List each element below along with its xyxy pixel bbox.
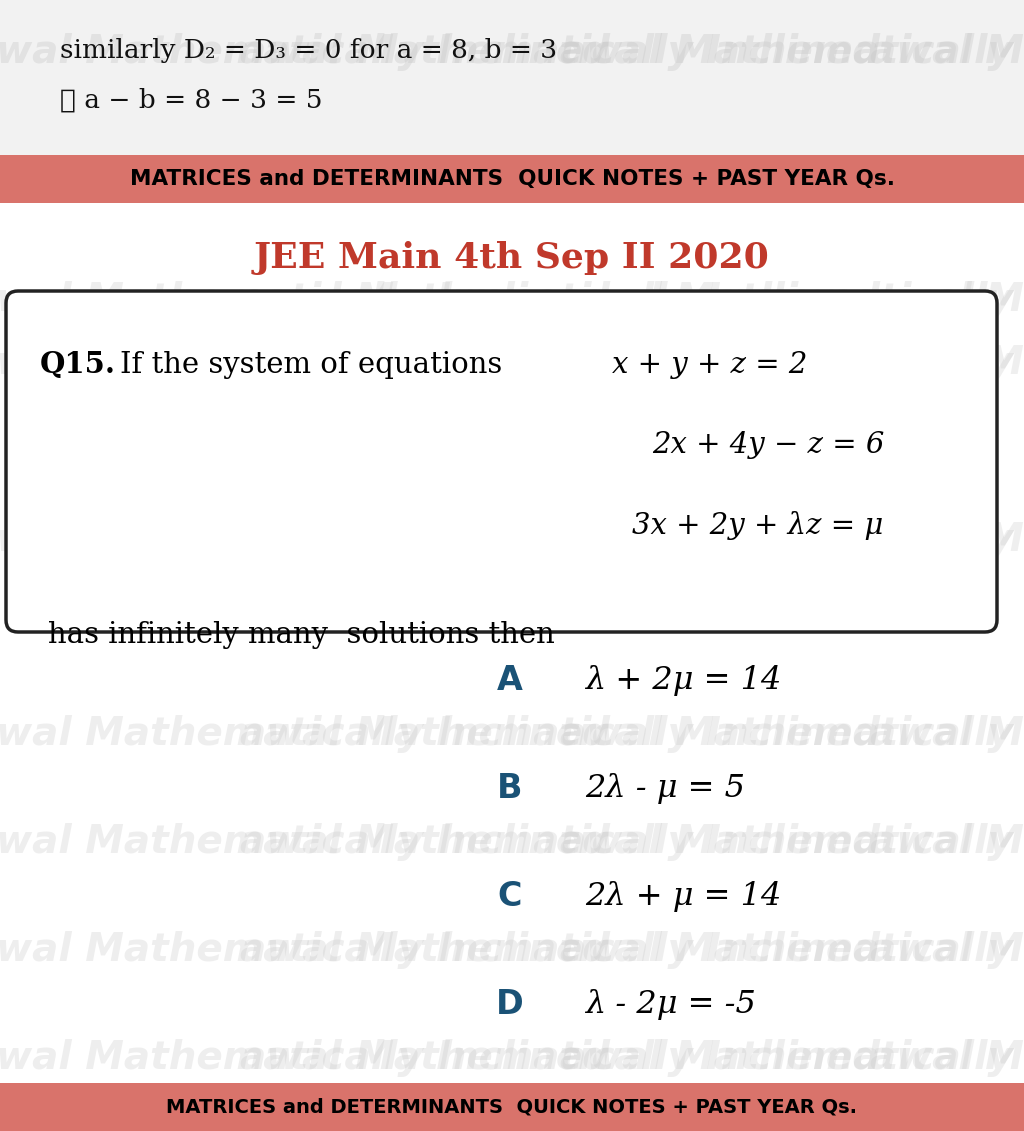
Text: awal Mathematically Inclined: awal Mathematically Inclined bbox=[0, 280, 610, 319]
Text: has infinitely many  solutions then: has infinitely many solutions then bbox=[48, 621, 555, 649]
Text: λ - 2μ = -5: λ - 2μ = -5 bbox=[585, 988, 756, 1019]
Text: awal Mathematically Inclined: awal Mathematically Inclined bbox=[240, 344, 880, 382]
Text: MATRICES and DETERMINANTS  QUICK NOTES + PAST YEAR Qs.: MATRICES and DETERMINANTS QUICK NOTES + … bbox=[167, 1097, 857, 1116]
Text: awal Mathematically Inclined: awal Mathematically Inclined bbox=[560, 521, 1024, 559]
Text: 3x + 2y + λz = μ: 3x + 2y + λz = μ bbox=[632, 510, 884, 539]
Text: awal Mathematically Inclined: awal Mathematically Inclined bbox=[560, 344, 1024, 382]
Text: awal Mathematically Inclined: awal Mathematically Inclined bbox=[240, 715, 880, 753]
Text: awal Mathematically Inclined: awal Mathematically Inclined bbox=[0, 823, 610, 861]
Text: awal Mathematically Inclined: awal Mathematically Inclined bbox=[240, 521, 880, 559]
Text: awal Mathematically Inclined: awal Mathematically Inclined bbox=[560, 33, 1024, 71]
Text: JEE Main 4th Sep II 2020: JEE Main 4th Sep II 2020 bbox=[254, 241, 770, 275]
Text: B: B bbox=[498, 771, 522, 804]
Text: λ + 2μ = 14: λ + 2μ = 14 bbox=[585, 665, 781, 696]
Text: awal Mathematically Inclined: awal Mathematically Inclined bbox=[0, 33, 610, 71]
Text: 2λ + μ = 14: 2λ + μ = 14 bbox=[585, 881, 781, 912]
Text: awal Mathematically Inclined: awal Mathematically Inclined bbox=[560, 1039, 1024, 1077]
Text: x + y + z = 2: x + y + z = 2 bbox=[612, 351, 807, 379]
Text: similarly D₂ = D₃ = 0 for a = 8, b = 3: similarly D₂ = D₃ = 0 for a = 8, b = 3 bbox=[60, 38, 557, 63]
Text: awal Mathematically Inclined: awal Mathematically Inclined bbox=[870, 521, 1024, 559]
Text: awal Mathematically Inclined: awal Mathematically Inclined bbox=[870, 931, 1024, 969]
Text: awal Mathematically Inclined: awal Mathematically Inclined bbox=[240, 1039, 880, 1077]
Text: awal Mathematically Inclined: awal Mathematically Inclined bbox=[560, 823, 1024, 861]
Text: awal Mathematically Inclined: awal Mathematically Inclined bbox=[870, 280, 1024, 319]
Text: awal Mathematically Inclined: awal Mathematically Inclined bbox=[0, 715, 610, 753]
Bar bbox=[0, 0, 1024, 155]
FancyBboxPatch shape bbox=[6, 291, 997, 632]
Text: awal Mathematically Inclined: awal Mathematically Inclined bbox=[870, 1039, 1024, 1077]
Text: D: D bbox=[496, 987, 524, 1020]
Text: awal Mathematically Inclined: awal Mathematically Inclined bbox=[870, 33, 1024, 71]
Text: MATRICES and DETERMINANTS  QUICK NOTES + PAST YEAR Qs.: MATRICES and DETERMINANTS QUICK NOTES + … bbox=[129, 169, 895, 189]
Text: awal Mathematically Inclined: awal Mathematically Inclined bbox=[560, 931, 1024, 969]
Text: awal Mathematically Inclined: awal Mathematically Inclined bbox=[0, 344, 610, 382]
Text: awal Mathematically Inclined: awal Mathematically Inclined bbox=[870, 823, 1024, 861]
Text: awal Mathematically Inclined: awal Mathematically Inclined bbox=[240, 931, 880, 969]
Text: 2λ - μ = 5: 2λ - μ = 5 bbox=[585, 772, 745, 803]
Text: awal Mathematically Inclined: awal Mathematically Inclined bbox=[240, 33, 880, 71]
Text: awal Mathematically Inclined: awal Mathematically Inclined bbox=[240, 823, 880, 861]
Text: awal Mathematically Inclined: awal Mathematically Inclined bbox=[0, 521, 610, 559]
Bar bbox=[0, 155, 1024, 202]
Text: 2x + 4y − z = 6: 2x + 4y − z = 6 bbox=[652, 431, 885, 459]
Text: ∴ a − b = 8 − 3 = 5: ∴ a − b = 8 − 3 = 5 bbox=[60, 88, 323, 113]
Text: awal Mathematically Inclined: awal Mathematically Inclined bbox=[240, 280, 880, 319]
Text: awal Mathematically Inclined: awal Mathematically Inclined bbox=[0, 1039, 610, 1077]
Text: awal Mathematically Inclined: awal Mathematically Inclined bbox=[560, 715, 1024, 753]
Text: awal Mathematically Inclined: awal Mathematically Inclined bbox=[870, 715, 1024, 753]
Text: awal Mathematically Inclined: awal Mathematically Inclined bbox=[560, 280, 1024, 319]
Text: awal Mathematically Inclined: awal Mathematically Inclined bbox=[870, 344, 1024, 382]
Text: A: A bbox=[497, 664, 523, 697]
Bar bbox=[0, 1083, 1024, 1131]
Text: If the system of equations: If the system of equations bbox=[120, 351, 502, 379]
Text: C: C bbox=[498, 880, 522, 913]
Text: awal Mathematically Inclined: awal Mathematically Inclined bbox=[0, 931, 610, 969]
Text: Q15.: Q15. bbox=[40, 351, 116, 380]
